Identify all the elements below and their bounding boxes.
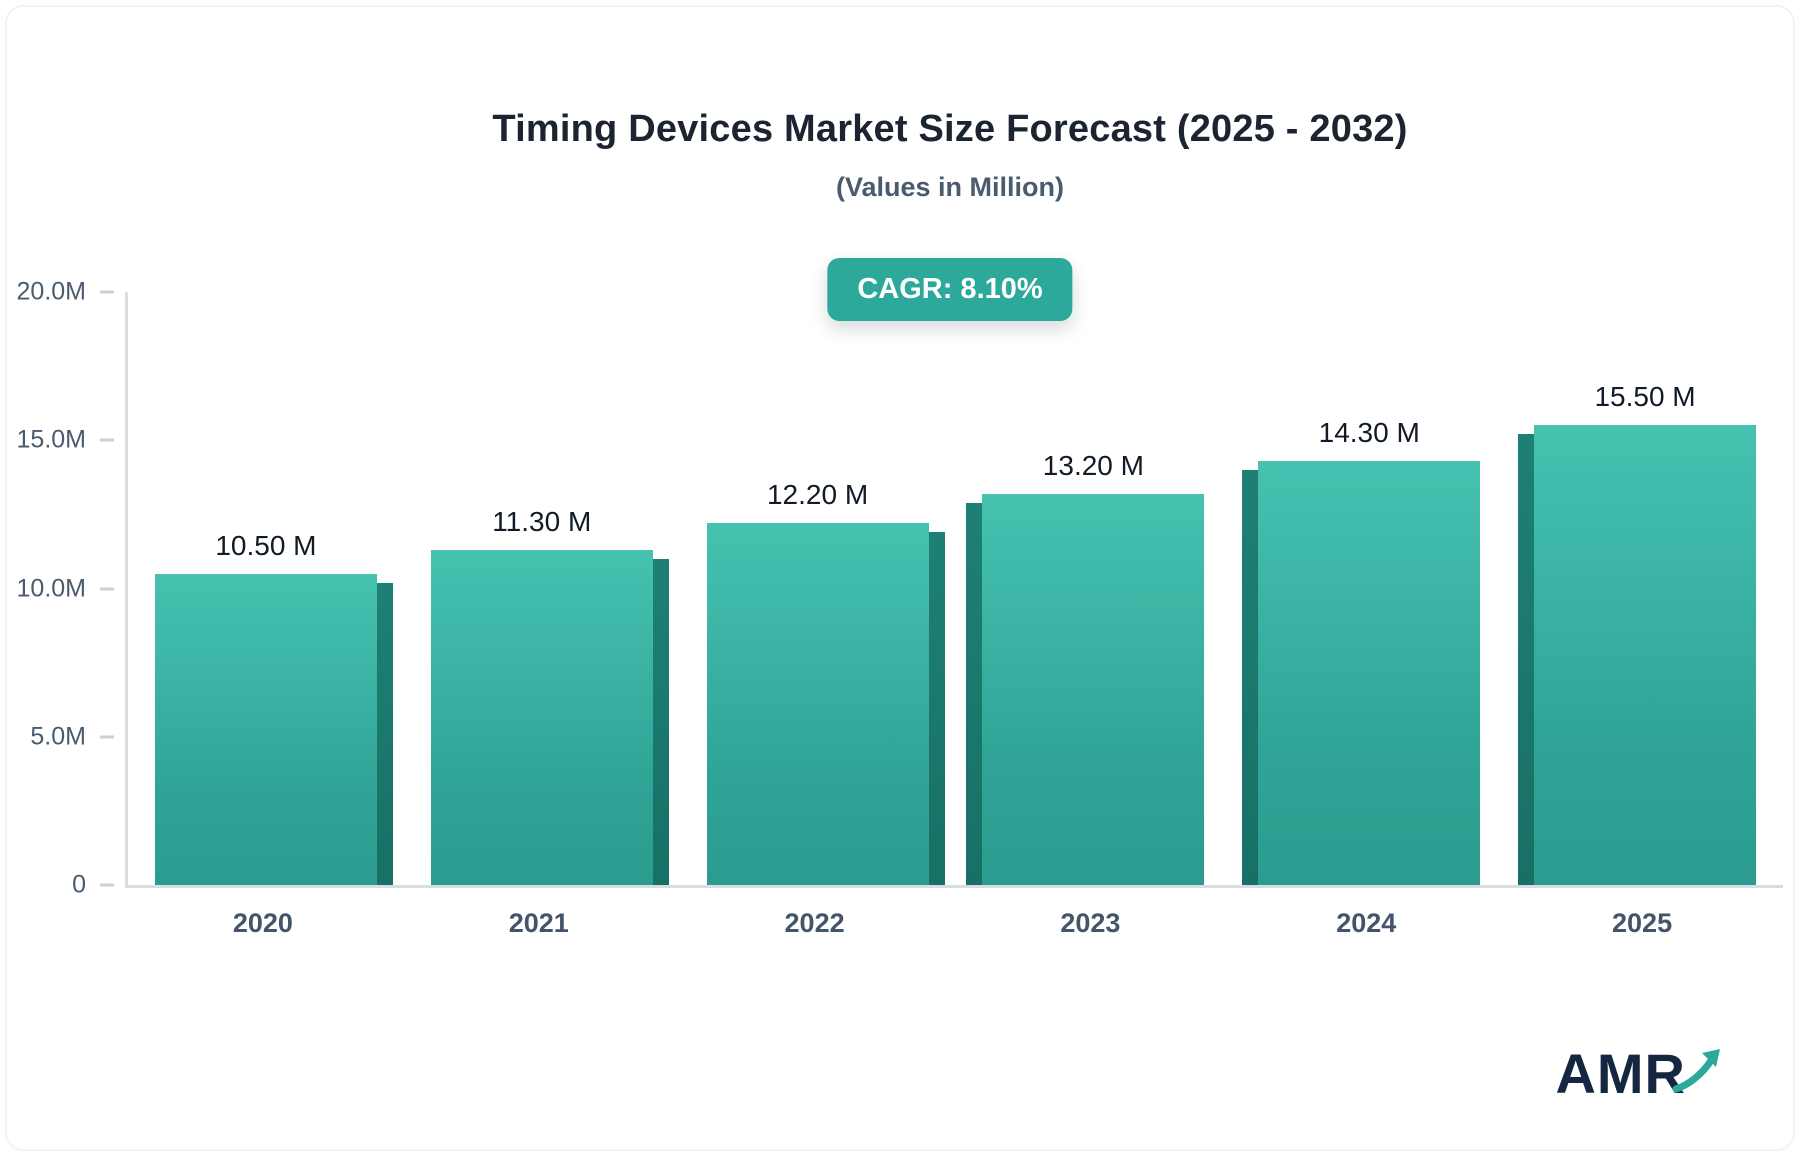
bar-2023: 13.20 M bbox=[966, 450, 1205, 885]
y-axis-tick-mark bbox=[100, 290, 114, 294]
plot-area: 10.50 M 11.30 M 12.20 M 13.20 M 14.30 M 15.50… bbox=[17, 278, 1783, 899]
bar-value-label: 11.30 M bbox=[492, 505, 592, 537]
amr-logo: AMR bbox=[1555, 1046, 1724, 1102]
bar-slot: 11.30 M bbox=[404, 292, 680, 885]
bars-row: 10.50 M 11.30 M 12.20 M 13.20 M 14.30 M 15.50… bbox=[128, 292, 1783, 885]
amr-logo-text: AMR bbox=[1555, 1042, 1686, 1105]
bar-side-face bbox=[1242, 470, 1259, 885]
bar-slot: 10.50 M bbox=[128, 292, 404, 885]
x-axis-label-2024: 2024 bbox=[1336, 908, 1397, 938]
x-axis-label-2023: 2023 bbox=[1060, 908, 1121, 938]
chart-title: Timing Devices Market Size Forecast (202… bbox=[492, 108, 1408, 150]
bar-side-face bbox=[928, 532, 945, 885]
x-axis-label-2022: 2022 bbox=[784, 908, 845, 938]
bar-value-label: 13.20 M bbox=[1042, 449, 1144, 481]
x-axis-labels: 2020 2021 2022 2023 2024 2025 bbox=[125, 908, 1780, 939]
bar-value-label: 15.50 M bbox=[1594, 381, 1696, 413]
bar-2022: 12.20 M bbox=[706, 479, 945, 885]
bar-slot: 14.30 M bbox=[1231, 292, 1507, 885]
y-axis-tick-label: 10.0M bbox=[16, 574, 86, 602]
bar-value-label: 12.20 M bbox=[766, 479, 869, 511]
y-axis-tick-mark bbox=[100, 438, 114, 442]
bar-2021: 11.30 M bbox=[430, 506, 669, 885]
cagr-badge: CAGR: 8.10% bbox=[827, 258, 1073, 321]
bar-slot: 15.50 M bbox=[1507, 292, 1783, 885]
y-axis-tick-label: 15.0M bbox=[16, 425, 86, 454]
bar-2024: 14.30 M bbox=[1242, 417, 1481, 885]
y-axis-tick-mark bbox=[100, 587, 114, 590]
bar-slot: 13.20 M bbox=[955, 292, 1231, 885]
x-axis-label-2021: 2021 bbox=[508, 908, 569, 938]
chart-subtitle: (Values in Million) bbox=[835, 172, 1065, 202]
y-axis-tick-mark bbox=[100, 735, 114, 739]
bar-side-face bbox=[376, 582, 393, 885]
y-axis-tick-label: 20.0M bbox=[16, 277, 86, 306]
bar-side-face bbox=[652, 558, 669, 885]
bar-value-label: 14.30 M bbox=[1318, 417, 1420, 449]
x-axis-label-2020: 2020 bbox=[232, 908, 293, 938]
y-axis-tick-label: 0 bbox=[72, 870, 86, 899]
y-axis-tick-label: 5.0M bbox=[30, 722, 86, 751]
bar-2020: 10.50 M bbox=[154, 530, 393, 885]
x-axis-label-2025: 2025 bbox=[1612, 908, 1673, 938]
bar-value-label: 10.50 M bbox=[215, 529, 317, 561]
bar-side-face bbox=[966, 502, 983, 885]
bar-slot: 12.20 M bbox=[680, 292, 956, 885]
bar-side-face bbox=[1518, 434, 1535, 885]
amr-logo-arrow-icon bbox=[1672, 1049, 1720, 1093]
bar-2025: 15.50 M bbox=[1518, 381, 1757, 885]
y-axis-tick-mark bbox=[100, 883, 114, 887]
